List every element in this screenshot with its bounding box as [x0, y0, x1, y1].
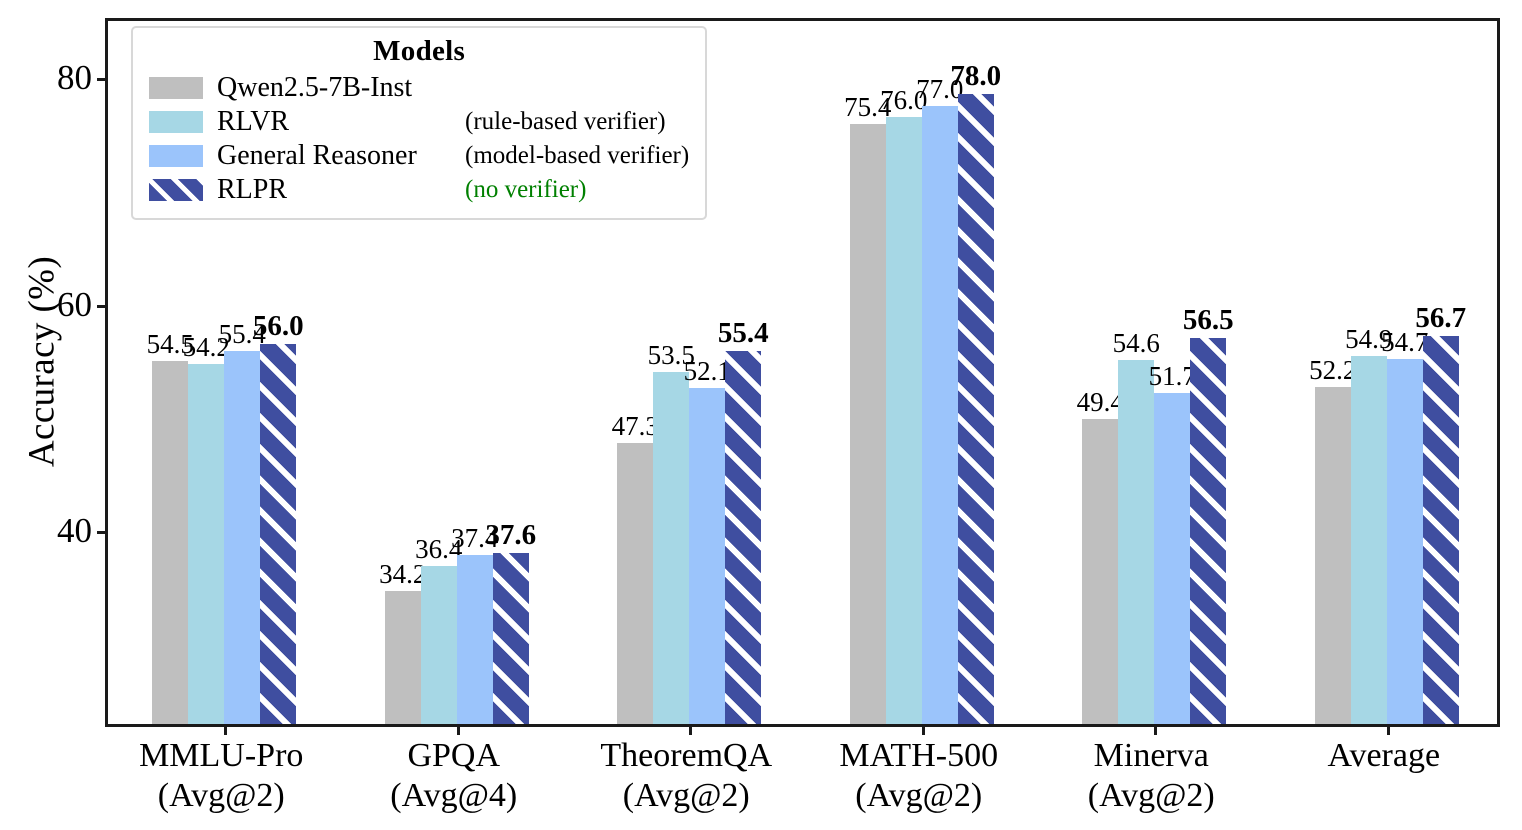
bar: 37.6 [485, 520, 536, 724]
x-axis-tick-label-line2: (Avg@2) [157, 777, 285, 815]
bar-value-label: 52.1 [683, 356, 731, 387]
bar-value-label: 37.6 [485, 518, 537, 551]
bar: 53.5 [648, 342, 695, 724]
bar-value-label: 76.0 [880, 85, 928, 116]
bar-value-label: 47.3 [611, 410, 659, 441]
x-axis-tick-label-line2: (Avg@2) [622, 777, 750, 815]
bar: 54.5 [147, 331, 194, 724]
y-axis-tick-mark [97, 77, 108, 81]
x-axis-tick-label-line1: MMLU-Pro [139, 737, 304, 774]
legend-color-swatch [149, 111, 203, 133]
x-axis-tick-label: Average [1327, 736, 1440, 776]
bar-value-label: 54.6 [1112, 327, 1160, 358]
bar-value-label: 75.4 [844, 91, 892, 122]
bar: 55.4 [219, 320, 266, 724]
bar-value-label: 56.5 [1182, 304, 1234, 337]
x-axis-tick-label: Minerva (Avg@2) [1088, 736, 1215, 816]
legend: Models Qwen2.5-7B-Inst RLVR (rule-based ve… [131, 26, 708, 220]
legend-item[interactable]: General Reasoner (model-based verifier) [149, 139, 689, 173]
bar-value-label: 34.2 [379, 559, 427, 590]
x-axis-tick-label-line2: (Avg@4) [390, 777, 518, 815]
x-axis-tick-label-line1: Average [1327, 737, 1441, 774]
y-axis-tick-mark [97, 304, 108, 308]
plot-area: 40 60 80 54.5 54.2 55.4 56.0 34.2 36.4 37.4 37.6 47… [57, 18, 1500, 735]
bar-value-label: 49.4 [1076, 386, 1124, 417]
bar: 54.2 [183, 334, 230, 724]
bar-value-label: 54.7 [1381, 326, 1429, 357]
bar: 51.7 [1149, 362, 1196, 724]
x-axis-tick-label: MMLU-Pro (Avg@2) [139, 736, 303, 816]
bar-value-label: 54.9 [1345, 324, 1393, 355]
x-axis-tick-label-line1: GPQA [407, 737, 501, 774]
x-axis-tick-mark [1154, 724, 1158, 735]
legend-item-label: RLPR [217, 174, 288, 205]
x-axis-tick-mark [456, 724, 460, 735]
plot-inner: 40 60 80 54.5 54.2 55.4 56.0 34.2 36.4 37.4 37.6 47… [57, 21, 1497, 735]
bar-value-label: 54.5 [146, 329, 194, 359]
bar: 56.7 [1415, 304, 1466, 724]
bar: 47.3 [612, 412, 659, 724]
legend-color-swatch [149, 77, 203, 99]
bar-value-label: 37.4 [451, 522, 499, 553]
x-axis-tick-label-line1: Minerva [1093, 737, 1209, 774]
legend-item-label: General Reasoner [217, 140, 417, 171]
bar-value-label: 55.4 [717, 316, 769, 349]
x-axis-tick-mark [689, 724, 693, 735]
bar-value-label: 51.7 [1148, 360, 1196, 391]
y-axis-tick-label: 60 [57, 284, 92, 324]
bar: 37.4 [451, 524, 498, 724]
x-axis-tick-label: GPQA (Avg@4) [390, 736, 517, 816]
bar: 78.0 [950, 62, 1001, 724]
bar-value-label: 56.0 [252, 309, 304, 342]
bar: 54.7 [1381, 328, 1428, 724]
bar: 56.5 [1183, 306, 1234, 724]
x-axis-tick-label-line2: (Avg@2) [1087, 777, 1215, 815]
bar-value-label: 53.5 [647, 340, 695, 371]
x-axis-tick-label-line1: MATH-500 [839, 737, 999, 774]
legend-item-note: (rule-based verifier) [465, 108, 666, 135]
x-axis-tick-mark [224, 724, 228, 735]
bar-value-label: 52.2 [1309, 355, 1357, 386]
legend-item-note: (model-based verifier) [465, 142, 690, 169]
bar: 55.4 [718, 318, 769, 724]
legend-color-swatch [149, 145, 203, 167]
bar-value-label: 77.0 [916, 73, 964, 104]
legend-item-label: Qwen2.5-7B-Inst [217, 72, 413, 103]
y-axis-tick-mark [97, 531, 108, 535]
legend-title: Models [373, 35, 466, 67]
x-axis-tick-label-line1: TheoremQA [600, 737, 773, 774]
bar-value-label: 55.4 [218, 318, 266, 349]
x-axis-tick-mark [1386, 724, 1390, 735]
legend-item-label: RLVR [217, 106, 290, 137]
y-axis-tick-label: 80 [57, 57, 92, 97]
y-axis-tick-label: 40 [57, 511, 92, 551]
bar-value-label: 36.4 [415, 534, 463, 565]
bar: 75.4 [844, 93, 891, 724]
bar: 36.4 [415, 536, 462, 724]
legend-rows: Qwen2.5-7B-Inst RLVR (rule-based verifier)… [149, 71, 689, 207]
x-axis-tick-label: MATH-500 (Avg@2) [839, 736, 998, 816]
bar-value-label: 54.2 [182, 332, 230, 363]
bar: 49.4 [1077, 388, 1124, 724]
bar: 76.0 [880, 87, 927, 724]
bar: 34.2 [379, 561, 426, 724]
legend-item[interactable]: RLVR (rule-based verifier) [149, 105, 689, 139]
legend-color-swatch [149, 179, 203, 201]
bar: 56.0 [253, 311, 304, 724]
x-axis-tick-mark [921, 724, 925, 735]
legend-item-note: (no verifier) [465, 176, 587, 203]
bar: 52.2 [1309, 357, 1356, 724]
bar: 54.6 [1113, 329, 1160, 724]
bar-value-label: 56.7 [1415, 302, 1467, 335]
bar: 52.1 [684, 358, 731, 724]
y-axis-title: Accuracy (%) [21, 255, 63, 468]
bar-value-label: 78.0 [950, 60, 1002, 93]
legend-item[interactable]: Qwen2.5-7B-Inst [149, 71, 689, 105]
x-axis-tick-label: TheoremQA (Avg@2) [600, 736, 772, 816]
bar: 54.9 [1345, 326, 1392, 724]
legend-item[interactable]: RLPR (no verifier) [149, 173, 689, 207]
bar: 77.0 [916, 75, 963, 724]
x-axis-tick-label-line2: (Avg@2) [855, 777, 983, 815]
